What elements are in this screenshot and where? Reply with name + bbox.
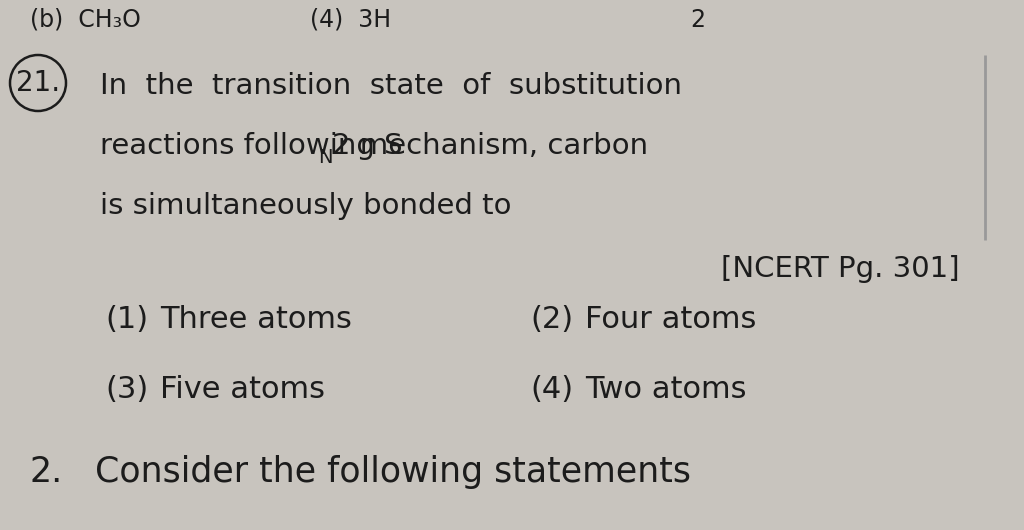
- Text: [NCERT Pg. 301]: [NCERT Pg. 301]: [721, 255, 961, 283]
- Text: (1): (1): [105, 305, 148, 334]
- Text: (3): (3): [105, 375, 148, 404]
- Text: (4)  3H: (4) 3H: [310, 8, 391, 32]
- Text: In  the  transition  state  of  substitution: In the transition state of substitution: [100, 72, 682, 100]
- Text: (b)  CH₃O: (b) CH₃O: [30, 8, 141, 32]
- Text: Four atoms: Four atoms: [585, 305, 757, 334]
- Text: Two atoms: Two atoms: [585, 375, 746, 404]
- Text: Five atoms: Five atoms: [160, 375, 325, 404]
- Text: 21.: 21.: [16, 69, 60, 97]
- Text: 2 mechanism, carbon: 2 mechanism, carbon: [332, 132, 648, 160]
- Text: (2): (2): [530, 305, 573, 334]
- Text: Three atoms: Three atoms: [160, 305, 352, 334]
- Text: (4): (4): [530, 375, 573, 404]
- Text: N: N: [318, 148, 333, 167]
- Text: Consider the following statements: Consider the following statements: [95, 455, 691, 489]
- Text: is simultaneously bonded to: is simultaneously bonded to: [100, 192, 512, 220]
- Text: reactions following S: reactions following S: [100, 132, 402, 160]
- Text: 2.: 2.: [30, 455, 63, 489]
- Text: 2: 2: [690, 8, 705, 32]
